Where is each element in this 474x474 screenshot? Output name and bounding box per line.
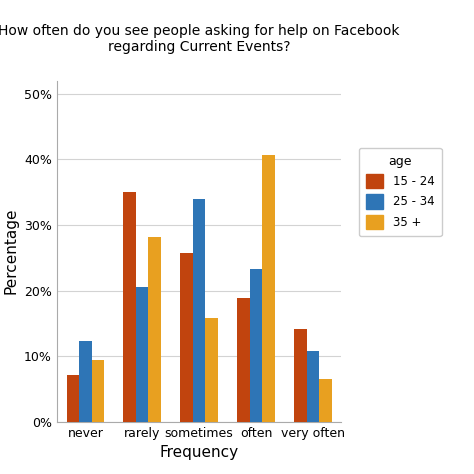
Legend: 15 - 24, 25 - 34, 35 +: 15 - 24, 25 - 34, 35 + [358, 148, 442, 236]
X-axis label: Frequency: Frequency [160, 445, 238, 460]
Bar [91, 359, 104, 422]
Bar [66, 374, 79, 422]
Bar [262, 155, 275, 422]
Text: How often do you see people asking for help on Facebook
regarding Current Events: How often do you see people asking for h… [0, 24, 400, 54]
Bar [193, 199, 205, 422]
Bar [307, 351, 319, 422]
Bar [136, 287, 148, 422]
Bar [123, 192, 136, 422]
Bar [319, 379, 332, 422]
Bar [79, 341, 91, 422]
Bar [148, 237, 161, 422]
Bar [180, 253, 193, 422]
Bar [294, 328, 307, 422]
Bar [205, 318, 218, 422]
Bar [237, 299, 250, 422]
Bar [250, 269, 262, 422]
Y-axis label: Percentage: Percentage [3, 208, 18, 294]
